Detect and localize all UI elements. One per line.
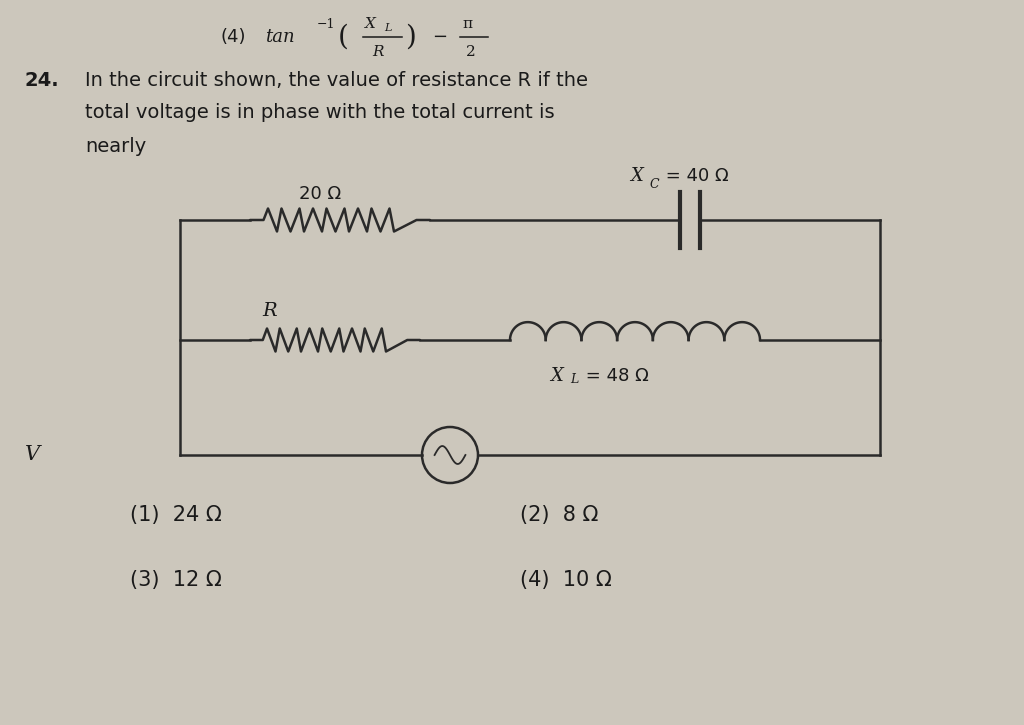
Text: nearly: nearly: [85, 136, 146, 155]
Text: = 48 Ω: = 48 Ω: [580, 367, 649, 385]
Text: total voltage is in phase with the total current is: total voltage is in phase with the total…: [85, 104, 555, 123]
Text: L: L: [570, 373, 579, 386]
Text: V: V: [25, 445, 40, 465]
Text: ): ): [406, 23, 416, 51]
Text: R: R: [372, 45, 384, 59]
Text: tan: tan: [265, 28, 295, 46]
Text: R: R: [263, 302, 278, 320]
Text: −1: −1: [317, 19, 336, 31]
Text: X: X: [630, 167, 643, 185]
Text: (4)  10 Ω: (4) 10 Ω: [520, 570, 611, 590]
Text: X: X: [365, 17, 376, 31]
Text: 2: 2: [466, 45, 476, 59]
Text: (3)  12 Ω: (3) 12 Ω: [130, 570, 222, 590]
Text: 20 Ω: 20 Ω: [299, 185, 341, 203]
Text: X: X: [550, 367, 563, 385]
Text: L: L: [384, 23, 391, 33]
Text: (4): (4): [220, 28, 246, 46]
Text: π: π: [462, 17, 472, 31]
Text: (: (: [338, 23, 349, 51]
Text: (2)  8 Ω: (2) 8 Ω: [520, 505, 598, 525]
Text: 24.: 24.: [25, 70, 59, 89]
Text: −: −: [432, 28, 447, 46]
Text: (1)  24 Ω: (1) 24 Ω: [130, 505, 222, 525]
Text: C: C: [650, 178, 659, 191]
Text: = 40 Ω: = 40 Ω: [660, 167, 729, 185]
Text: In the circuit shown, the value of resistance R if the: In the circuit shown, the value of resis…: [85, 70, 588, 89]
